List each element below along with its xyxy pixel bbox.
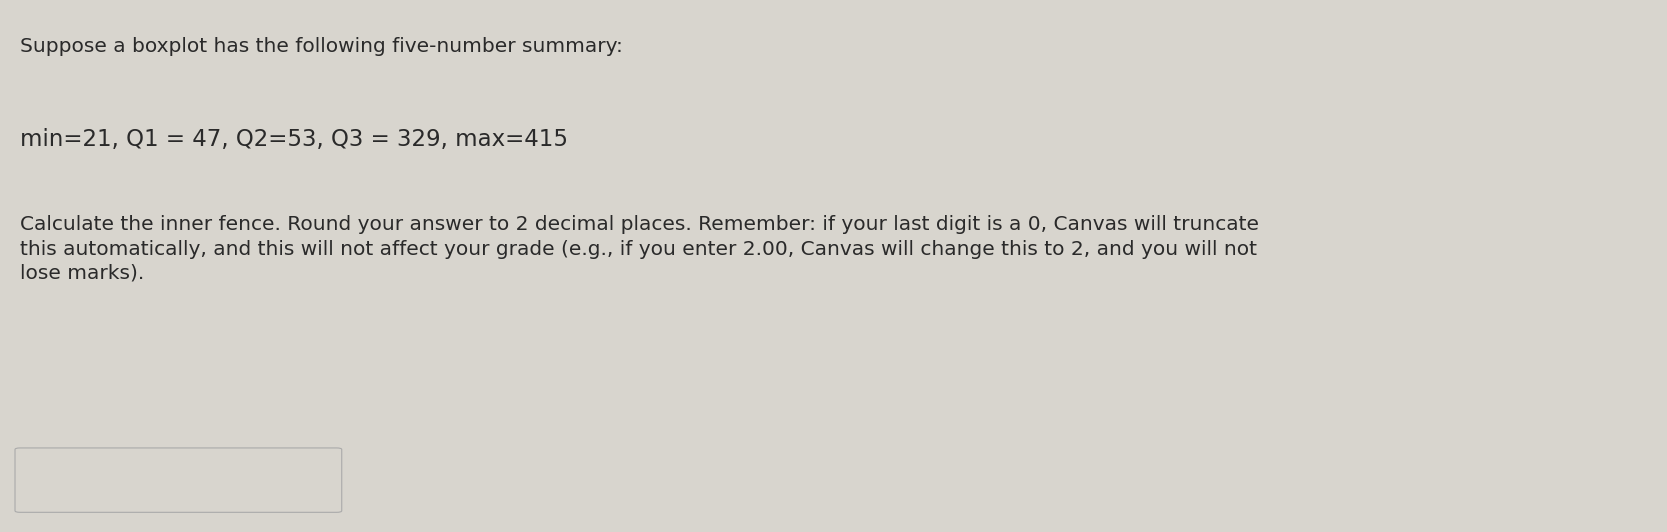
- Text: Suppose a boxplot has the following five-number summary:: Suppose a boxplot has the following five…: [20, 37, 623, 56]
- FancyBboxPatch shape: [15, 448, 342, 512]
- Text: min=21, Q1 = 47, Q2=53, Q3 = 329, max=415: min=21, Q1 = 47, Q2=53, Q3 = 329, max=41…: [20, 128, 568, 151]
- Text: Calculate the inner fence. Round your answer to 2 decimal places. Remember: if y: Calculate the inner fence. Round your an…: [20, 215, 1259, 283]
